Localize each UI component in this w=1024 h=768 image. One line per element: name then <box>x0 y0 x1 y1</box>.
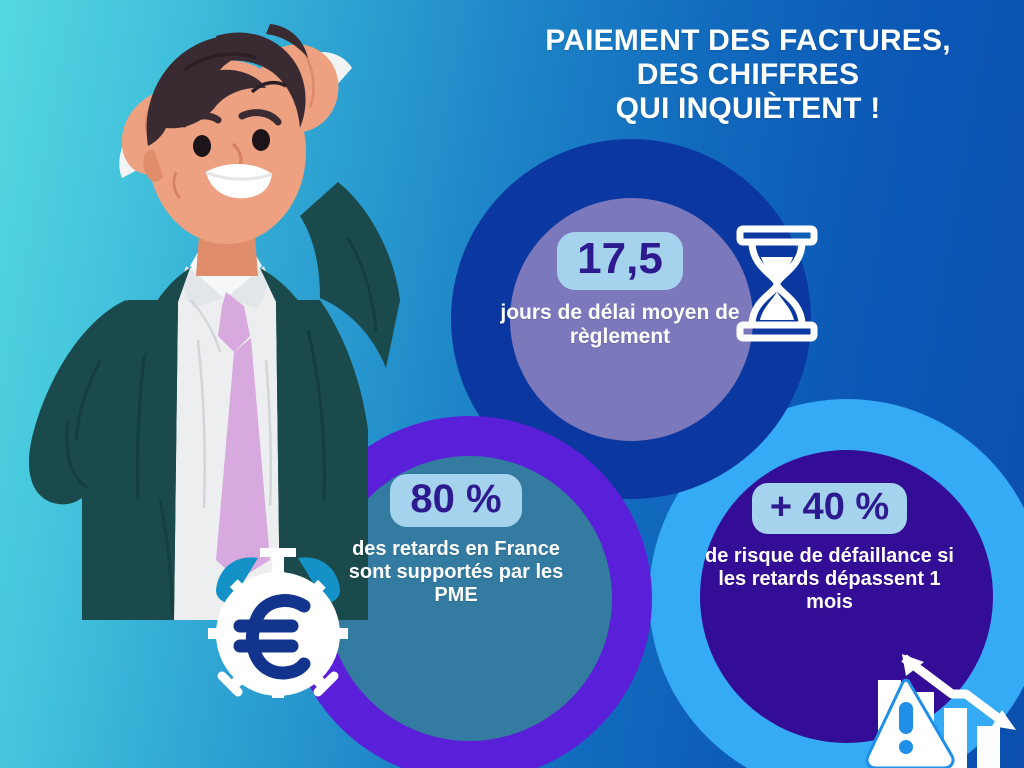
stat-delai: 17,5 jours de délai moyen de règlement <box>497 232 743 349</box>
stat-risque-value: + 40 % <box>751 483 908 534</box>
title-line-1: PAIEMENT DES FACTURES, <box>545 24 951 57</box>
stat-risque: + 40 % de risque de défaillance si les r… <box>703 483 956 613</box>
stat-delai-caption: jours de délai moyen de règlement <box>500 301 740 348</box>
stat-pme-value: 80 % <box>390 474 522 527</box>
stressed-businessman-illustration <box>28 24 400 620</box>
declining-chart-warning-icon <box>866 654 1016 768</box>
stat-pme: 80 % des retards en France sont supporté… <box>333 474 579 606</box>
hourglass-icon <box>736 225 818 342</box>
stat-risque-caption: de risque de défaillance si les retards … <box>705 545 954 613</box>
euro-alarm-clock-icon <box>208 548 348 698</box>
stat-pme-caption: des retards en France sont supportés par… <box>348 538 564 606</box>
page-title: PAIEMENT DES FACTURES, DES CHIFFRES QUI … <box>488 24 1008 127</box>
title-line-3: QUI INQUIÈTENT ! <box>615 92 881 126</box>
title-line-2: DES CHIFFRES <box>636 58 860 92</box>
stat-delai-value: 17,5 <box>557 232 683 290</box>
